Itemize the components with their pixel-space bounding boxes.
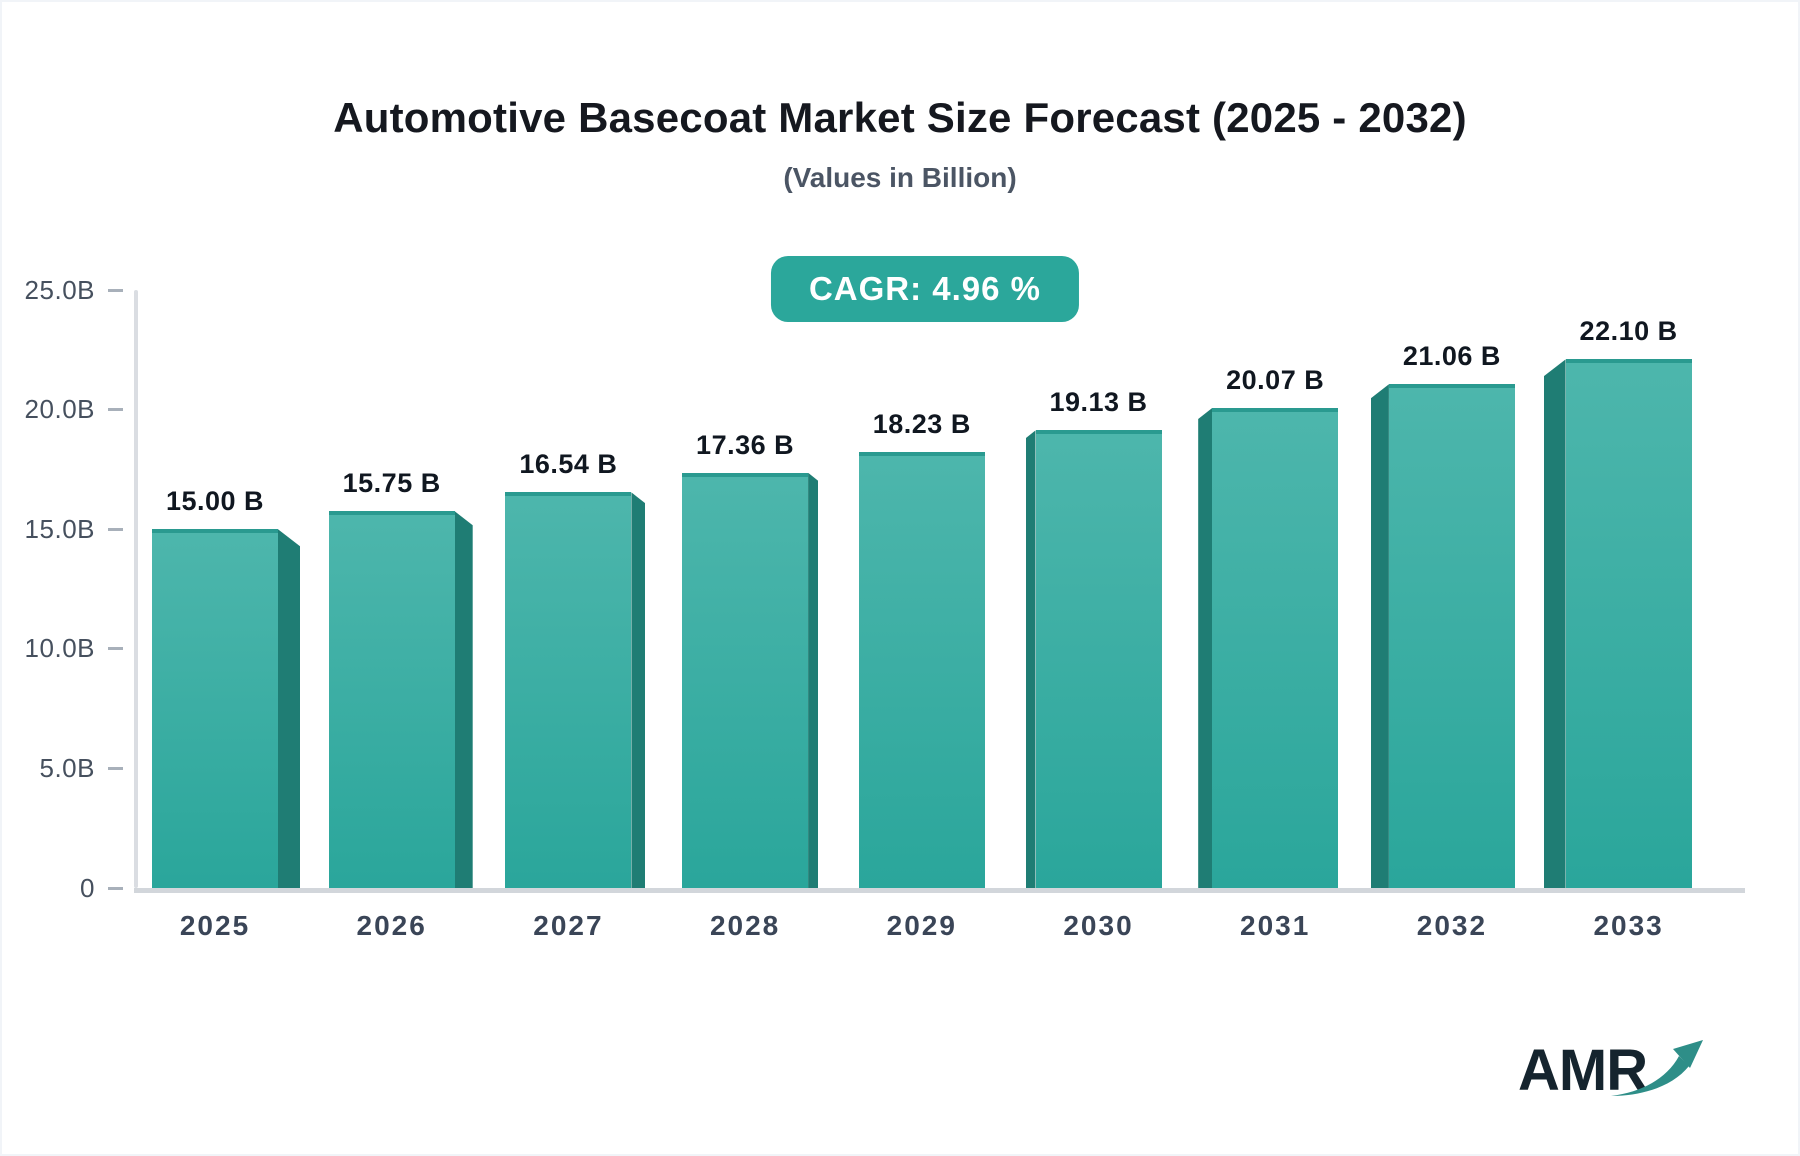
bar-value-label: 19.13 B — [1049, 387, 1148, 418]
x-tick-label: 2033 — [1593, 910, 1664, 941]
x-tick-label: 2027 — [533, 910, 604, 941]
y-tick-mark — [108, 766, 123, 770]
y-tick-mark — [108, 288, 123, 292]
y-tick-label: 15.0B — [24, 513, 95, 544]
y-axis: 25.0B 20.0B 15.0B 10.0B 5.0B 0 — [25, 275, 1745, 903]
y-tick-label: 25.0B — [24, 274, 95, 305]
x-tick-label: 2029 — [886, 910, 957, 941]
bar — [328, 511, 455, 888]
bar-side-face — [631, 492, 646, 888]
x-tick-label: 2030 — [1063, 910, 1134, 941]
bar — [1565, 359, 1692, 888]
bar — [152, 529, 278, 888]
bar — [1212, 407, 1339, 888]
y-tick-label: 10.0B — [24, 633, 95, 664]
bar-side-face — [1025, 430, 1036, 888]
x-tick-label: 2026 — [356, 910, 427, 941]
chart-subtitle: (Values in Billion) — [783, 162, 1017, 193]
chart-title: Automotive Basecoat Market Size Forecast… — [333, 94, 1467, 141]
bar-value-label: 16.54 B — [519, 449, 618, 480]
y-tick-label: 5.0B — [39, 752, 95, 783]
plot-area: 25.0B 20.0B 15.0B 10.0B 5.0B 0 15.00 B 15.75 B… — [25, 275, 1745, 941]
x-tick-label: 2032 — [1416, 910, 1488, 941]
bar-side-face — [1370, 384, 1389, 888]
y-tick-label: 0 — [80, 872, 95, 903]
bar — [682, 472, 809, 888]
growth-arrow-icon — [1611, 1040, 1704, 1096]
y-tick-mark — [108, 647, 123, 651]
bar-value-label: 15.00 B — [165, 486, 265, 517]
bar — [505, 492, 632, 888]
bar-side-face — [278, 529, 300, 888]
bar-side-face — [1198, 407, 1213, 888]
bars-layer: 15.00 B 15.75 B 16.54 B 17.36 B 18.23 B 19.13… — [134, 290, 1745, 888]
y-tick: 10.0B — [2, 633, 123, 664]
bar-value-label: 21.06 B — [1402, 341, 1501, 372]
x-tick-label: 2025 — [179, 910, 251, 941]
bar-value-label: 22.10 B — [1579, 316, 1678, 347]
y-tick: 20.0B — [2, 394, 123, 425]
bar — [858, 451, 985, 888]
y-axis-line — [134, 290, 138, 888]
bar-side-face — [808, 472, 819, 888]
y-tick-mark — [108, 886, 123, 890]
x-tick-label: 2028 — [709, 910, 781, 941]
y-tick-label: 20.0B — [24, 394, 95, 425]
bar-value-label: 18.23 B — [872, 408, 971, 439]
bar — [1388, 384, 1515, 888]
y-tick: 15.0B — [2, 513, 123, 544]
cagr-badge: CAGR: 4.96 % — [770, 256, 1080, 322]
y-tick: 5.0B — [2, 752, 123, 783]
bar-value-label: 17.36 B — [696, 429, 795, 460]
x-axis: 2025 2026 2027 2028 2029 2030 2031 2032 2033 — [134, 290, 1745, 941]
bar-value-label: 15.75 B — [342, 468, 441, 499]
x-axis-line — [134, 888, 1745, 893]
bar-side-face — [454, 511, 473, 888]
amr-logo: AMR — [1518, 1034, 1705, 1100]
bar — [1035, 430, 1162, 888]
y-tick: 0 — [2, 872, 123, 903]
y-tick: 25.0B — [2, 274, 123, 305]
y-tick-mark — [108, 527, 123, 531]
bar-side-face — [1543, 359, 1566, 888]
y-tick-mark — [108, 408, 123, 412]
amr-logo-text: AMR — [1518, 1038, 1648, 1103]
x-tick-label: 2031 — [1240, 910, 1311, 941]
bar-value-label: 20.07 B — [1226, 364, 1325, 395]
